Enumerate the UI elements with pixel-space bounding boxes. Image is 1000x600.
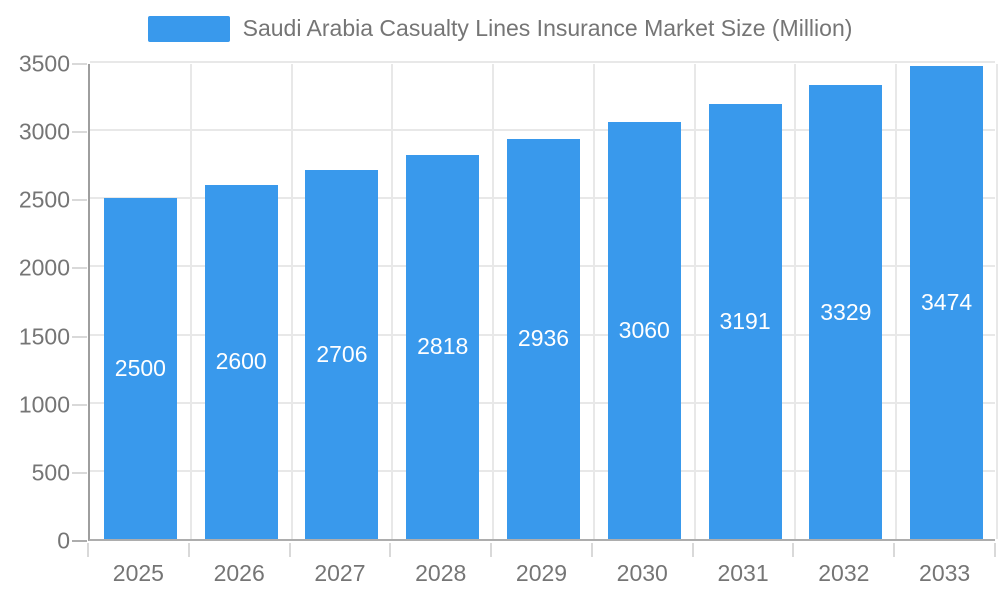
bar-value-label-2029: 2936 xyxy=(517,325,570,352)
bar-value-label-2027: 2706 xyxy=(316,341,368,368)
bar-value-label-2032: 3329 xyxy=(820,298,872,325)
v-gridline-8 xyxy=(895,64,898,539)
h-gridline-3500 xyxy=(90,61,995,63)
bar-value-label-2031: 3191 xyxy=(719,308,771,335)
bar-2027[interactable]: 2706 xyxy=(305,170,379,539)
bar-value-label-2026: 2600 xyxy=(215,348,267,375)
legend: Saudi Arabia Casualty Lines Insurance Ma… xyxy=(0,15,1000,42)
bar-value-label-2033: 3474 xyxy=(921,288,973,315)
x-axis-tick-7 xyxy=(792,543,795,557)
v-gridline-7 xyxy=(794,64,797,539)
y-axis-tick-0 xyxy=(72,540,87,542)
x-axis-tick-3 xyxy=(389,543,392,557)
x-axis-tick-6 xyxy=(691,543,694,557)
x-axis-label-2030: 2030 xyxy=(616,560,668,586)
bar-value-label-2028: 2818 xyxy=(417,333,469,360)
x-axis-tick-8 xyxy=(893,543,896,557)
bar-2033[interactable]: 3474 xyxy=(910,65,984,539)
y-axis-tick-2000 xyxy=(72,267,87,270)
legend-swatch[interactable] xyxy=(147,15,230,42)
v-gridline-4 xyxy=(492,64,495,539)
x-axis-tick-9 xyxy=(994,543,996,557)
y-axis-label-1000: 1000 xyxy=(18,391,70,418)
y-axis-tick-1000 xyxy=(72,403,87,406)
bar-2025[interactable]: 2500 xyxy=(103,198,177,539)
bar-2029[interactable]: 2936 xyxy=(507,138,580,539)
x-axis-label-2028: 2028 xyxy=(415,560,467,586)
x-axis-label-2031: 2031 xyxy=(717,560,769,586)
v-gridline-1 xyxy=(189,64,192,539)
y-axis-label-1500: 1500 xyxy=(18,323,70,350)
y-axis-tick-1500 xyxy=(72,335,87,338)
bar-value-label-2030: 3060 xyxy=(618,316,670,343)
legend-label: Saudi Arabia Casualty Lines Insurance Ma… xyxy=(242,15,853,41)
y-axis-tick-3500 xyxy=(72,63,87,65)
bar-2030[interactable]: 3060 xyxy=(607,121,681,539)
y-axis-label-0: 0 xyxy=(57,527,70,554)
x-axis-label-2026: 2026 xyxy=(213,560,265,586)
plot-area: 2500 2600 2706 2818 2936 3060 3191 3329 3474 xyxy=(88,61,998,541)
y-axis-label-500: 500 xyxy=(31,459,70,486)
y-axis-label-2500: 2500 xyxy=(18,186,70,213)
v-gridline-9 xyxy=(996,64,998,539)
bar-2028[interactable]: 2818 xyxy=(406,154,480,539)
y-axis-tick-2500 xyxy=(72,199,87,202)
v-gridline-3 xyxy=(391,64,394,539)
y-axis-label-2000: 2000 xyxy=(18,254,70,281)
bar-value-label-2025: 2500 xyxy=(114,355,166,382)
h-gridline-3000 xyxy=(90,129,995,132)
y-axis-tick-500 xyxy=(72,471,87,474)
x-axis-label-2033: 2033 xyxy=(919,560,971,586)
x-axis-tick-2 xyxy=(288,543,291,557)
x-axis-label-2025: 2025 xyxy=(112,560,164,586)
x-axis-tick-4 xyxy=(490,543,493,557)
x-axis-label-2032: 2032 xyxy=(818,560,870,586)
bar-2026[interactable]: 2600 xyxy=(204,184,278,539)
x-axis-tick-1 xyxy=(187,543,190,557)
x-axis-label-2029: 2029 xyxy=(515,560,568,586)
x-axis-label-2027: 2027 xyxy=(314,560,366,586)
v-gridline-5 xyxy=(592,64,595,539)
bar-2031[interactable]: 3191 xyxy=(708,104,782,539)
x-axis-tick-0 xyxy=(87,543,89,557)
v-gridline-6 xyxy=(693,64,696,539)
y-axis-tick-3000 xyxy=(72,131,87,134)
v-gridline-2 xyxy=(290,64,293,539)
y-axis-label-3500: 3500 xyxy=(18,50,70,77)
bar-2032[interactable]: 3329 xyxy=(809,85,883,539)
x-axis-tick-5 xyxy=(590,543,593,557)
y-axis-label-3000: 3000 xyxy=(18,118,70,145)
